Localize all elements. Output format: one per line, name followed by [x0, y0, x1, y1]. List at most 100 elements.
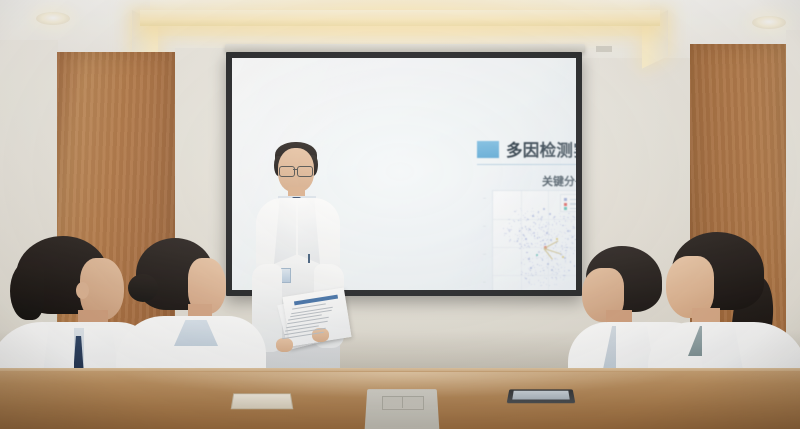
- scatter-point: [508, 230, 510, 232]
- scatter-point: [550, 240, 552, 242]
- scatter-point: [536, 216, 538, 218]
- scatter-point: [519, 223, 521, 225]
- scatter-point: [527, 274, 529, 276]
- scatter-point: [539, 281, 541, 283]
- slide-subtitle: 关键分子检测: [542, 176, 576, 188]
- presenter-hand-right: [312, 328, 329, 342]
- scatter-point: [567, 212, 569, 214]
- scatter-point-data: [547, 263, 549, 265]
- scatter-point: [529, 214, 531, 216]
- scatter-point: [518, 235, 520, 237]
- scatter-point: [549, 233, 551, 235]
- scatter-point-data: [532, 215, 534, 217]
- scatter-point: [545, 277, 547, 279]
- scatter-point: [544, 269, 546, 271]
- scatter-point: [531, 210, 533, 212]
- scatter-point: [534, 245, 536, 247]
- scatter-point: [552, 260, 554, 262]
- scatter-point: [521, 244, 523, 245]
- scatter-point: [558, 264, 560, 266]
- scatter-point: [533, 274, 535, 276]
- scatter-point-data: [525, 238, 527, 240]
- scatter-point: [542, 267, 544, 269]
- scatter-point-data: [543, 208, 545, 210]
- scatter-point: [552, 266, 555, 268]
- scatter-point: [545, 234, 547, 236]
- notebook[interactable]: [230, 393, 294, 410]
- scatter-point: [551, 228, 553, 230]
- scatter-point: [564, 261, 566, 263]
- scatter-point: [561, 248, 564, 250]
- scatter-point: [571, 243, 573, 245]
- scatter-point: [559, 277, 561, 279]
- scatter-point: [518, 214, 520, 216]
- scatter-point: [527, 272, 529, 274]
- scatter-point: [530, 270, 531, 272]
- scatter-point: [541, 251, 543, 253]
- scatter-point: [540, 244, 543, 246]
- scatter-point: [534, 237, 536, 240]
- scatter-point: [547, 234, 549, 236]
- scatter-point: [531, 243, 534, 246]
- scatter-point: [554, 216, 556, 218]
- scatter-highlight-point: [536, 254, 538, 256]
- cable-port-slot[interactable]: [382, 396, 424, 410]
- scatter-point: [554, 273, 556, 275]
- downlight-icon: [36, 12, 70, 25]
- scatter-point-data: [516, 240, 519, 242]
- scatter-point: [544, 272, 546, 274]
- scatter-point: [509, 235, 511, 237]
- scatter-point: [565, 238, 567, 240]
- attendee-ear: [76, 282, 89, 299]
- scatter-point: [542, 281, 544, 283]
- scatter-legend-swatch: [564, 202, 567, 206]
- scatter-point-data: [526, 251, 528, 254]
- projector-screen-housing: [225, 44, 585, 53]
- scatter-point: [527, 211, 529, 213]
- scatter-point: [538, 213, 540, 215]
- scatter-point: [558, 212, 560, 214]
- scatter-point: [573, 219, 575, 221]
- scatter-point: [539, 256, 541, 258]
- scatter-point: [532, 225, 534, 227]
- scatter-point: [574, 235, 576, 237]
- scatter-point: [554, 246, 556, 248]
- scatter-point: [568, 234, 570, 236]
- scatter-point: [525, 278, 528, 281]
- scatter-point: [537, 219, 539, 221]
- scatter-point-data: [564, 257, 566, 259]
- scatter-point: [564, 276, 566, 278]
- scatter-point: [515, 209, 517, 211]
- scatter-point: [552, 224, 554, 226]
- scatter-point-data: [551, 269, 553, 271]
- scatter-point: [560, 266, 562, 268]
- scatter-point: [562, 236, 564, 238]
- scatter-point: [540, 221, 542, 223]
- scatter-point: [553, 219, 555, 221]
- scatter-point: [530, 234, 532, 236]
- scatter-point: [536, 264, 538, 266]
- scatter-point: [510, 240, 512, 242]
- attendee-hair-side: [10, 262, 44, 320]
- scatter-point: [539, 275, 541, 277]
- scatter-point: [503, 228, 505, 230]
- scatter-point: [530, 283, 532, 285]
- scatter-point: [529, 260, 531, 262]
- scatter-point: [524, 264, 526, 266]
- scatter-point: [564, 219, 567, 222]
- scatter-point: [548, 222, 550, 224]
- scatter-point: [564, 244, 566, 246]
- scatter-point: [532, 262, 534, 264]
- eyeglasses-icon: [297, 166, 313, 177]
- scatter-point: [552, 236, 554, 238]
- scatter-point: [532, 210, 534, 212]
- scatter-y-tick: —: [483, 252, 486, 256]
- scatter-point-data: [533, 235, 536, 237]
- scatter-point: [522, 258, 524, 260]
- scatter-point: [514, 210, 516, 213]
- scatter-point: [566, 252, 568, 254]
- scatter-point: [541, 220, 543, 222]
- scatter-point: [564, 242, 566, 244]
- scatter-point: [565, 232, 567, 234]
- tablet-screen[interactable]: [512, 390, 570, 400]
